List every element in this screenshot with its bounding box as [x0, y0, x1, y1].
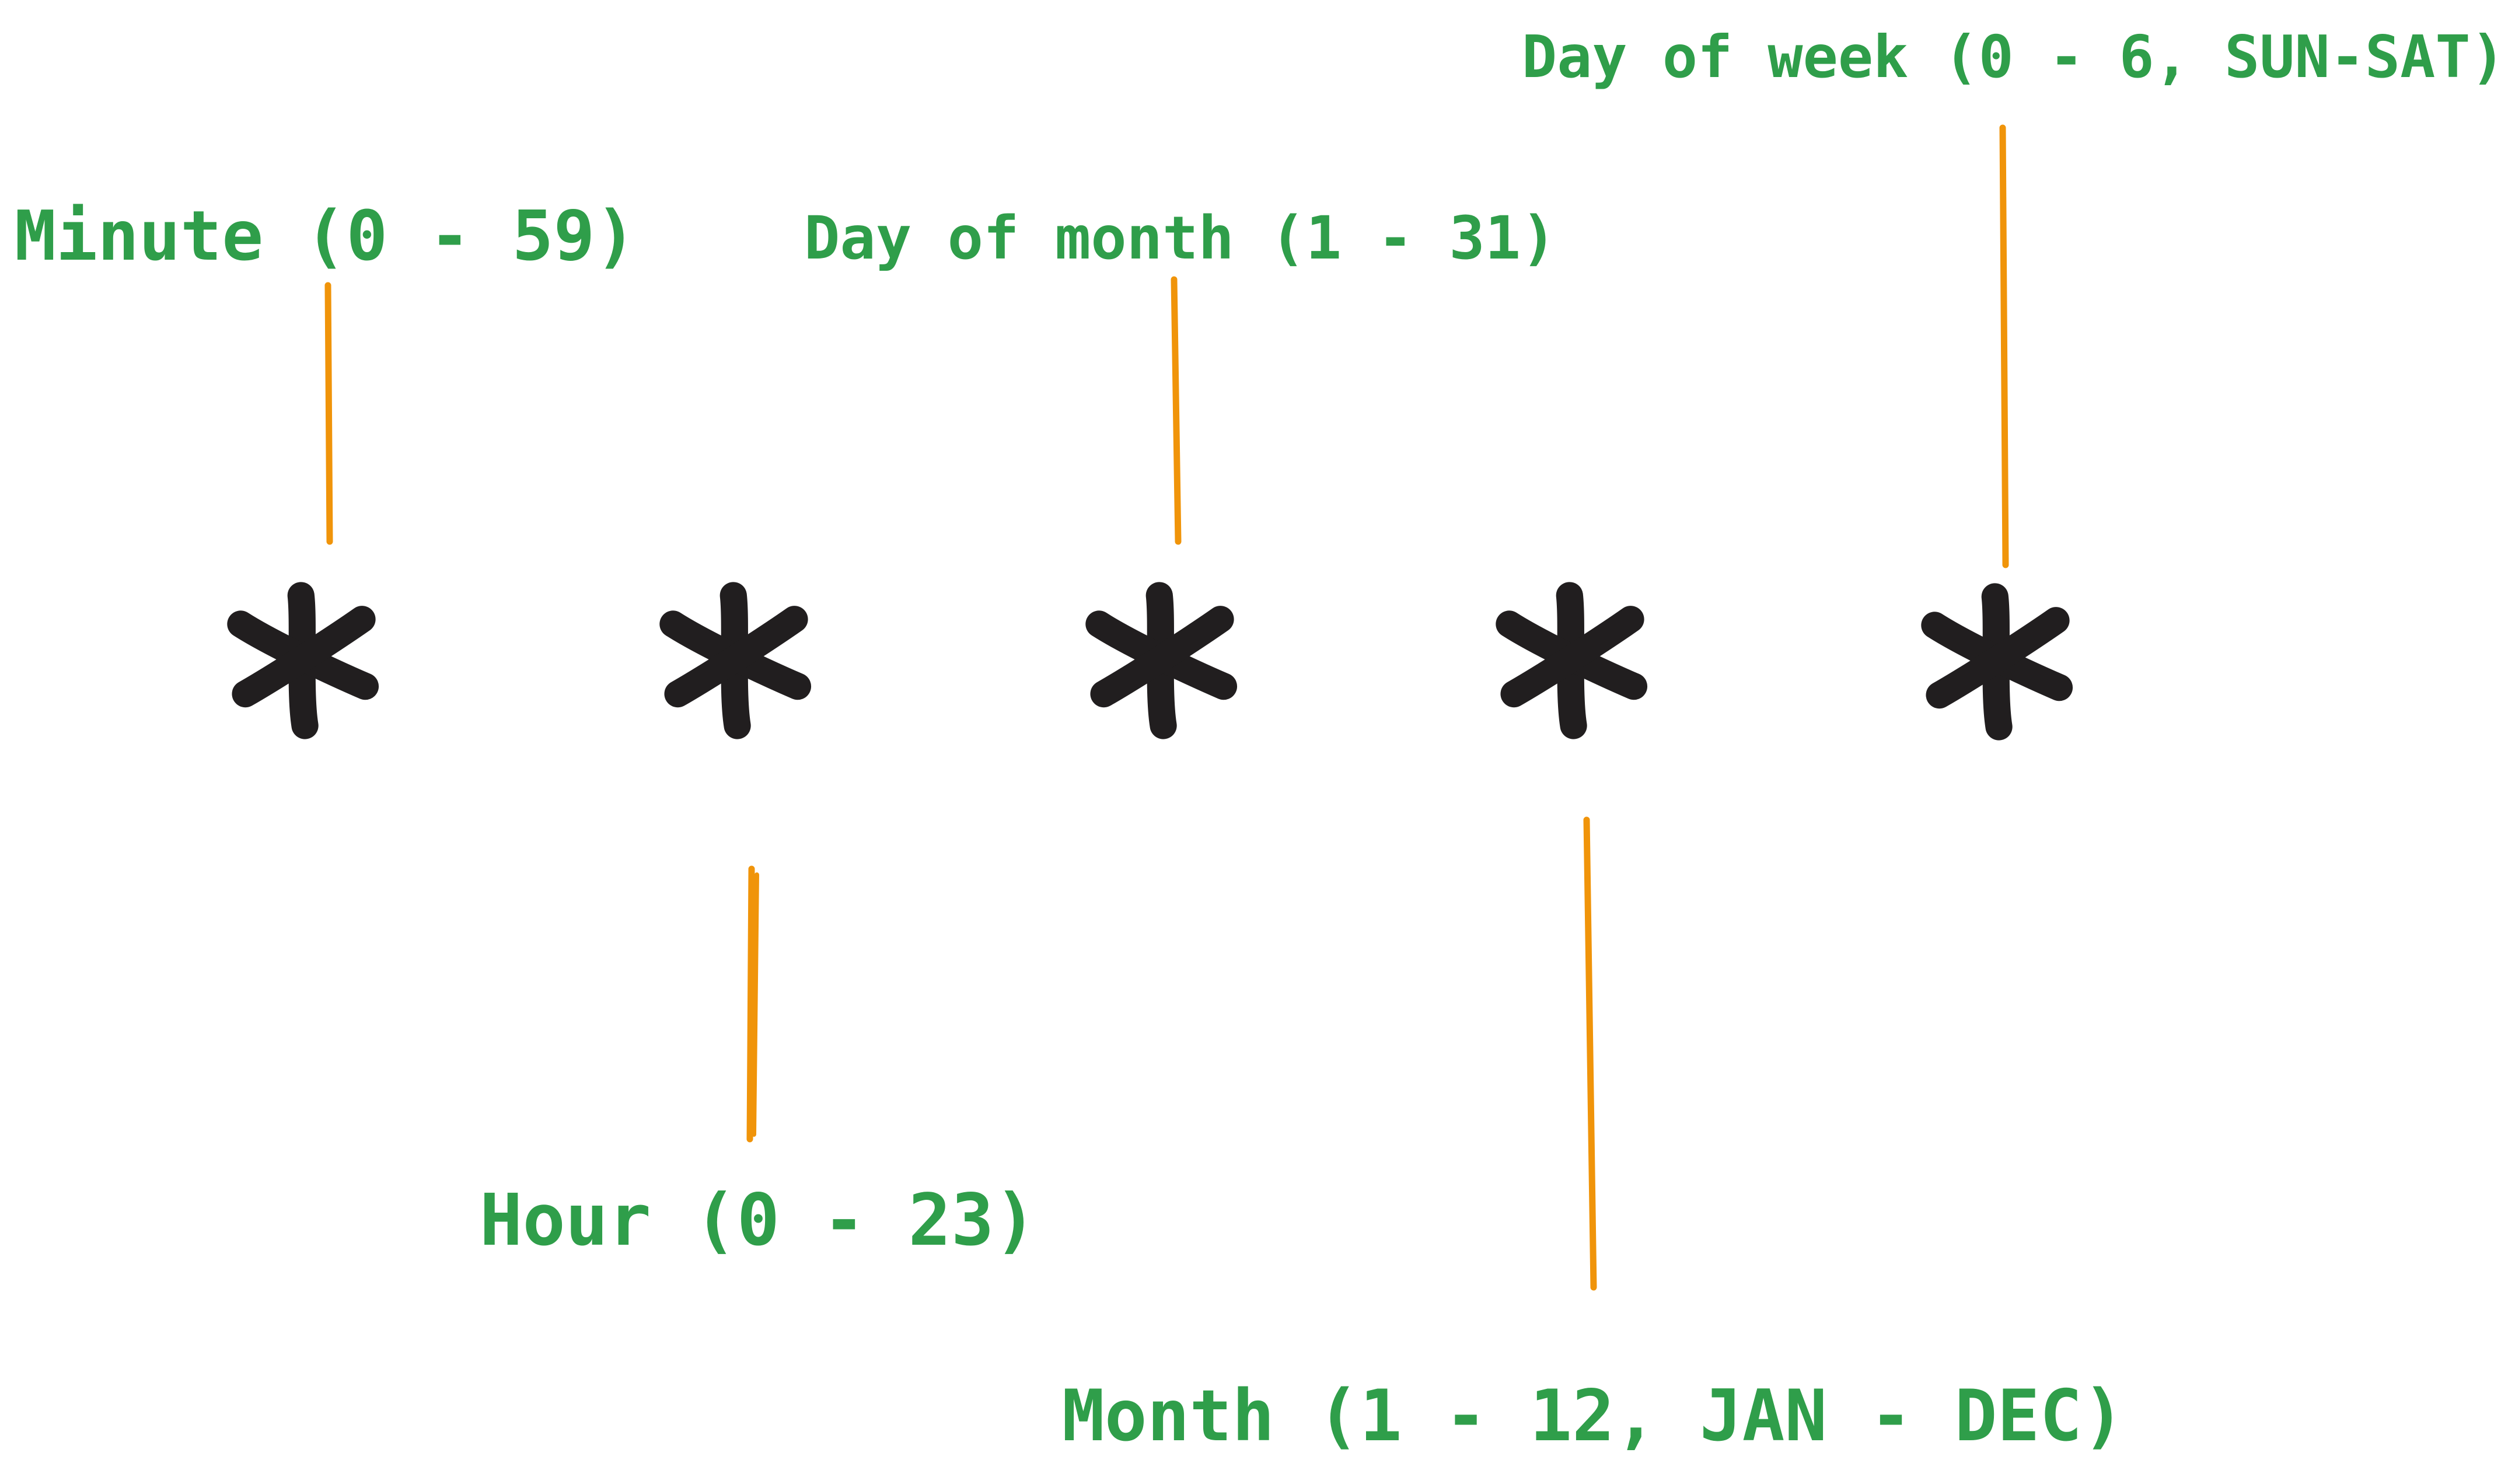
hour-connector-line-2 [752, 872, 759, 1137]
day-of-week-connector-line [1999, 124, 2009, 568]
minute-connector-line [324, 282, 333, 545]
asterisk-day-of-week-field [1916, 574, 2117, 772]
minute-field-label: Minute (0 - 59) [15, 195, 637, 276]
asterisk-month-field [1490, 572, 1692, 771]
asterisk-day-of-month-field [1080, 572, 1281, 771]
month-connector-line [1583, 816, 1597, 1291]
asterisk-minute-field [222, 572, 423, 771]
asterisk-hour-field [654, 572, 855, 771]
day-of-month-connector-line [1171, 276, 1182, 545]
day-of-week-field-label: Day of week (0 - 6, SUN-SAT) [1522, 23, 2506, 91]
hour-field-label: Hour (0 - 23) [480, 1179, 1037, 1262]
month-field-label: Month (1 - 12, JAN - DEC) [1062, 1375, 2125, 1457]
hour-connector-line [746, 865, 755, 1143]
day-of-month-field-label: Day of month (1 - 31) [804, 204, 1557, 273]
